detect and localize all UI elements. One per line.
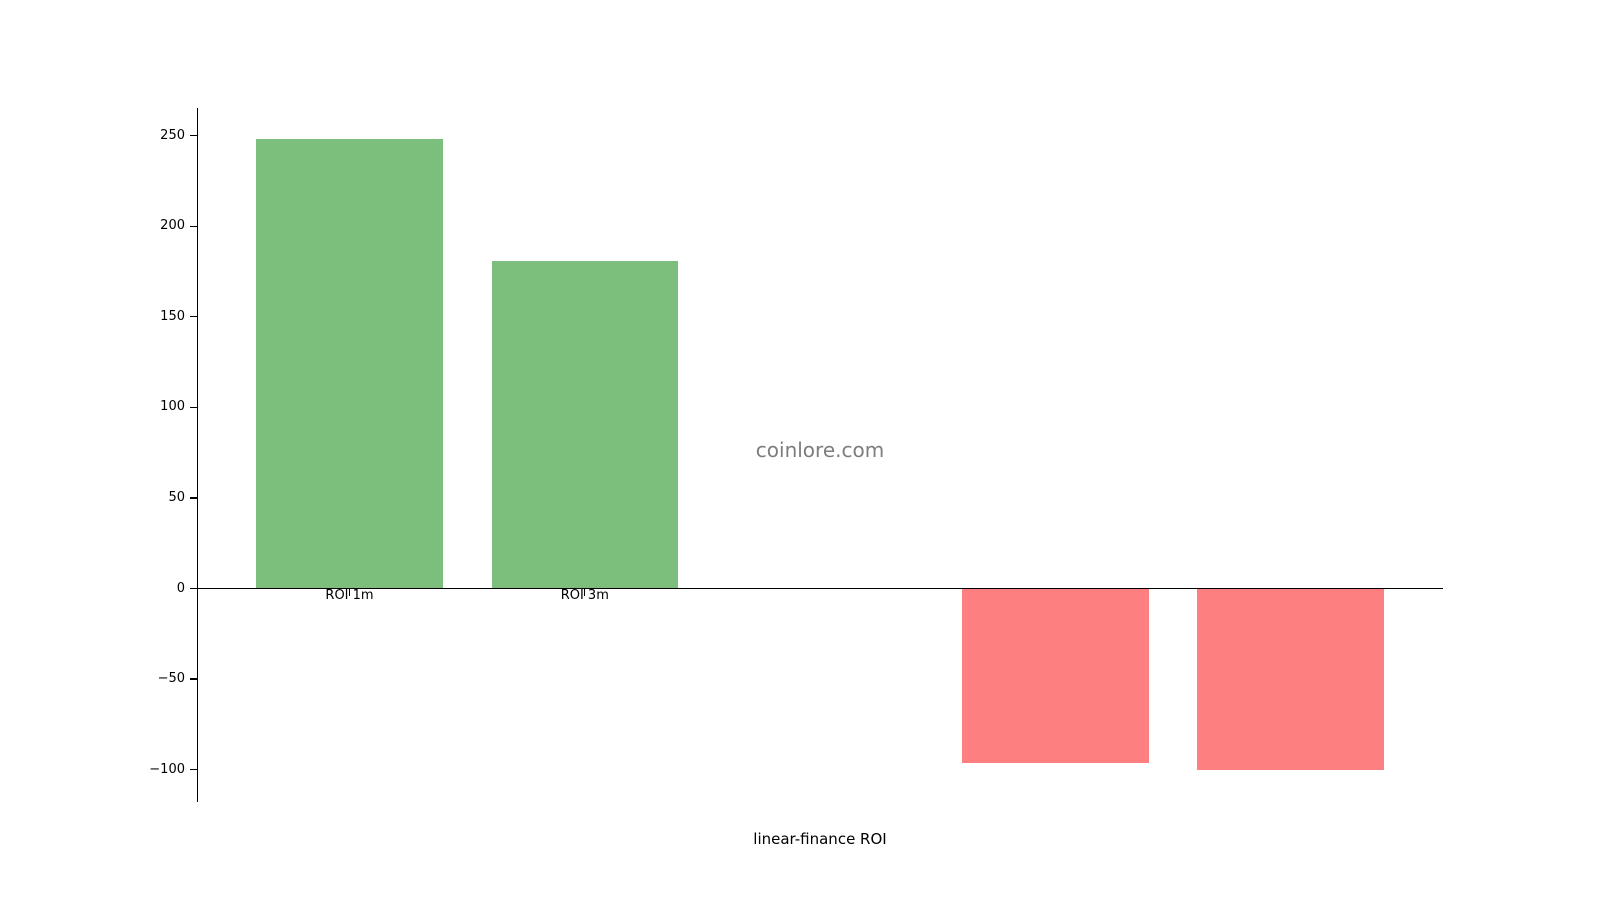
y-tick-mark [190, 134, 197, 137]
negative-roi-bar [1197, 589, 1384, 771]
negative-roi-bar [962, 589, 1149, 764]
y-tick-label: −50 [157, 671, 185, 687]
x-tick-mark [584, 589, 586, 596]
y-tick-mark [190, 587, 197, 590]
x-tick-label: ROI 1m [325, 587, 374, 603]
y-tick-mark [190, 678, 197, 680]
y-tick-mark [190, 497, 197, 499]
positive-roi-bar [491, 260, 679, 589]
y-tick-label: 250 [160, 127, 185, 143]
y-tick-label: 150 [160, 308, 185, 324]
watermark-text: coinlore.com [755, 438, 885, 462]
x-tick-mark [348, 589, 351, 596]
y-axis-spine [196, 108, 198, 802]
chart-title: linear-finance ROI [753, 830, 887, 848]
y-tick-mark [190, 406, 197, 409]
y-tick-label: 0 [176, 580, 185, 596]
y-tick-mark [190, 316, 197, 318]
y-tick-label: 50 [168, 489, 185, 505]
y-tick-mark [190, 768, 197, 771]
y-tick-mark [190, 225, 197, 227]
x-axis-zero-line [196, 587, 1443, 590]
y-tick-label: 100 [160, 399, 185, 415]
y-tick-label: 200 [160, 218, 185, 234]
positive-roi-bar [256, 139, 443, 589]
y-tick-label: −100 [149, 761, 185, 777]
x-tick-label: ROI 3m [560, 587, 609, 603]
